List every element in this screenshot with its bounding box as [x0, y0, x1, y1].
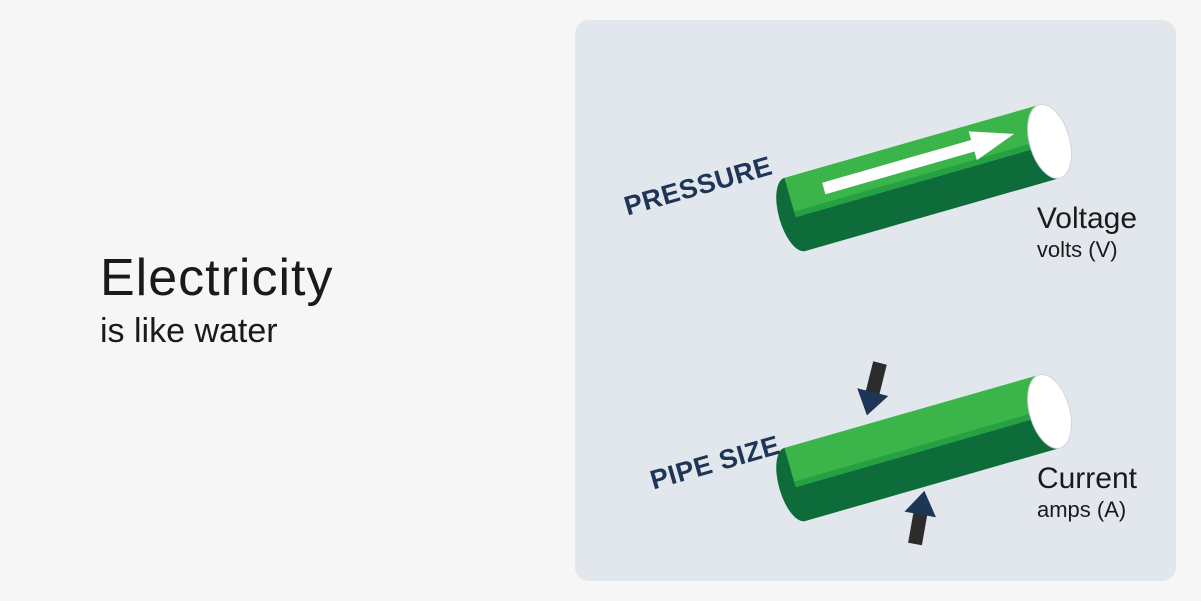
voltage-unit: volts (V)	[1037, 237, 1137, 263]
voltage-group: PRESSURE Voltage volts (V)	[615, 100, 1155, 280]
current-block: Current amps (A)	[1037, 462, 1137, 523]
current-name: Current	[1037, 462, 1137, 495]
voltage-name: Voltage	[1037, 202, 1137, 235]
squeeze-arrow-top-icon	[851, 359, 895, 419]
pipe-current-svg	[615, 340, 1155, 560]
page-subtitle: is like water	[100, 312, 575, 351]
page-title: Electricity	[100, 250, 575, 307]
current-unit: amps (A)	[1037, 497, 1137, 523]
voltage-block: Voltage volts (V)	[1037, 202, 1137, 263]
current-group: PIPE SIZE Current amps (A)	[615, 340, 1155, 540]
left-panel: Electricity is like water	[0, 0, 575, 601]
squeeze-arrow-bottom-icon	[899, 488, 940, 547]
diagram-panel: PRESSURE Voltage volts (V)	[575, 20, 1176, 581]
